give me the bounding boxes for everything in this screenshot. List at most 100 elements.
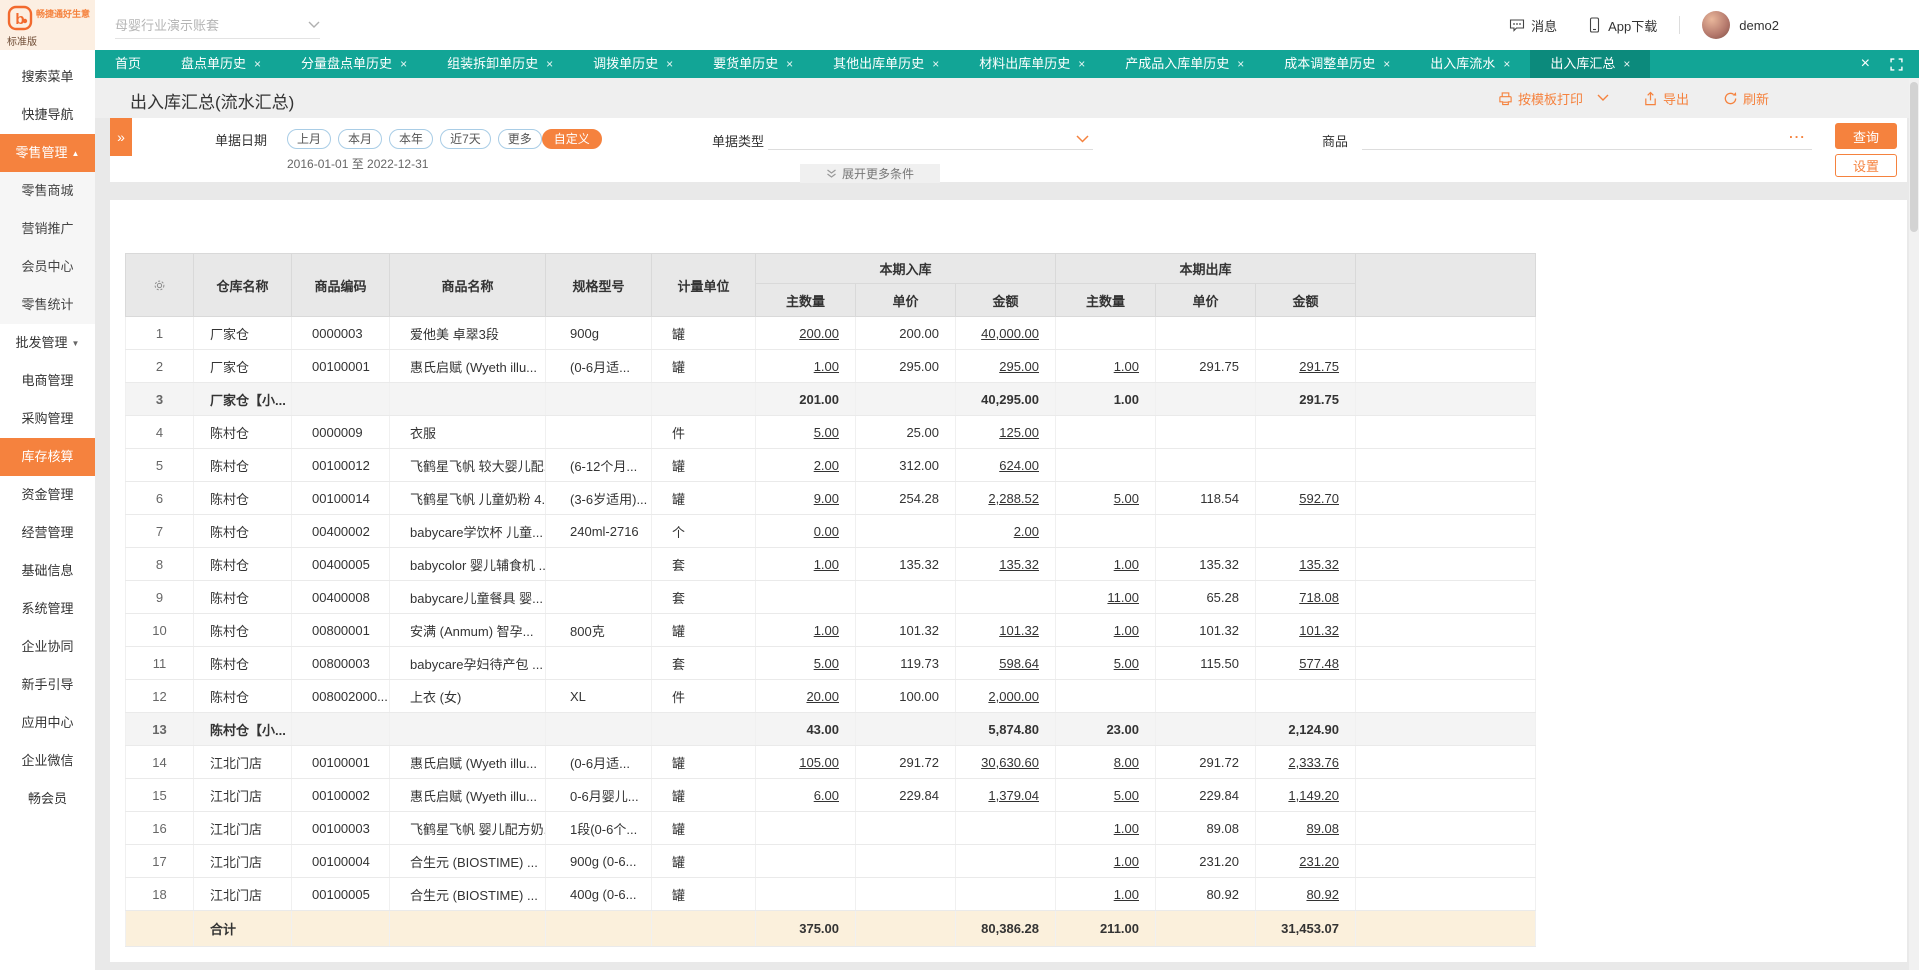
drilldown-link[interactable]: 125.00 [999,424,1039,440]
app-download-button[interactable]: App下载 [1587,16,1657,35]
tab-1[interactable]: 盘点单历史 × [161,50,281,78]
tab-6[interactable]: 其他出库单历史 × [813,50,959,78]
drilldown-link[interactable]: 5.00 [813,424,839,440]
sidebar-item-13[interactable]: 基础信息 [0,552,95,590]
sidebar-item-4[interactable]: 营销推广 [0,210,95,248]
date-pill-1[interactable]: 本月 [338,129,383,149]
tab-close-icon[interactable]: × [1237,57,1245,71]
tab-3[interactable]: 组装拆卸单历史 × [427,50,573,78]
tab-5[interactable]: 要货单历史 × [693,50,813,78]
drilldown-link[interactable]: 1,379.04 [988,787,1039,803]
drilldown-link[interactable]: 80.92 [1306,886,1339,902]
drilldown-link[interactable]: 1.00 [1113,820,1139,836]
drilldown-link[interactable]: 40,000.00 [981,325,1039,341]
messages-button[interactable]: 消息 [1509,16,1557,35]
drilldown-link[interactable]: 200.00 [799,325,839,341]
drilldown-link[interactable]: 2,000.00 [988,688,1039,704]
sidebar-item-2[interactable]: 零售管理 ▲ [0,134,95,172]
drilldown-link[interactable]: 1.00 [1113,853,1139,869]
fullscreen-icon[interactable] [1890,57,1903,71]
drilldown-link[interactable]: 5.00 [1113,490,1139,506]
product-input[interactable]: ... [1362,126,1812,150]
drilldown-link[interactable]: 1.00 [1113,886,1139,902]
tab-8[interactable]: 产成品入库单历史 × [1105,50,1264,78]
sidebar-item-18[interactable]: 企业微信 [0,742,95,780]
tab-2[interactable]: 分量盘点单历史 × [281,50,427,78]
drilldown-link[interactable]: 2.00 [1013,523,1039,539]
sidebar-item-15[interactable]: 企业协同 [0,628,95,666]
drilldown-link[interactable]: 1.00 [813,622,839,638]
drilldown-link[interactable]: 135.32 [999,556,1039,572]
drilldown-link[interactable]: 5.00 [813,655,839,671]
drilldown-link[interactable]: 718.08 [1299,589,1339,605]
drilldown-link[interactable]: 1.00 [1113,622,1139,638]
drilldown-link[interactable]: 1,149.20 [1288,787,1339,803]
expand-more-conditions[interactable]: 展开更多条件 [800,164,940,183]
drilldown-link[interactable]: 11.00 [1107,589,1139,605]
drilldown-link[interactable]: 2,333.76 [1288,754,1339,770]
tab-close-icon[interactable]: × [546,57,554,71]
account-select[interactable]: 母婴行业演示账套 [115,11,320,39]
tab-close-icon[interactable]: × [666,57,674,71]
sidebar-item-3[interactable]: 零售商城 [0,172,95,210]
settings-button[interactable]: 设置 [1835,154,1897,177]
drilldown-link[interactable]: 0.00 [813,523,839,539]
tab-10[interactable]: 出入库流水 × [1410,50,1530,78]
drilldown-link[interactable]: 101.32 [999,622,1039,638]
drilldown-link[interactable]: 1.00 [813,556,839,572]
drilldown-link[interactable]: 101.32 [1299,622,1339,638]
app-logo[interactable]: b 畅捷通好生意 标准版 [0,0,95,50]
drilldown-link[interactable]: 20.00 [806,688,839,704]
date-pill-3[interactable]: 近7天 [440,129,491,149]
username[interactable]: demo2 [1739,17,1779,33]
refresh-button[interactable]: 刷新 [1723,89,1769,108]
drilldown-link[interactable]: 89.08 [1306,820,1339,836]
date-pill-2[interactable]: 本年 [389,129,434,149]
tab-close-icon[interactable]: × [1623,57,1631,71]
sidebar-item-14[interactable]: 系统管理 [0,590,95,628]
tab-4[interactable]: 调拨单历史 × [573,50,693,78]
sidebar-item-16[interactable]: 新手引导 [0,666,95,704]
drilldown-link[interactable]: 295.00 [999,358,1039,374]
tab-close-icon[interactable]: × [786,57,794,71]
sidebar-item-1[interactable]: 快捷导航 [0,96,95,134]
drilldown-link[interactable]: 6.00 [813,787,839,803]
sidebar-item-12[interactable]: 经营管理 [0,514,95,552]
sidebar-item-0[interactable]: 搜索菜单 [0,58,95,96]
tab-close-icon[interactable]: × [1383,57,1391,71]
drilldown-link[interactable]: 624.00 [999,457,1039,473]
tab-close-icon[interactable]: × [1503,57,1511,71]
drilldown-link[interactable]: 5.00 [1113,655,1139,671]
tab-close-icon[interactable]: × [400,57,408,71]
drilldown-link[interactable]: 9.00 [813,490,839,506]
drilldown-link[interactable]: 577.48 [1299,655,1339,671]
drilldown-link[interactable]: 8.00 [1113,754,1139,770]
tab-0[interactable]: 首页 [95,50,161,78]
doc-type-select[interactable] [768,126,1093,150]
print-by-template-button[interactable]: 按模板打印 [1498,89,1583,108]
sidebar-item-8[interactable]: 电商管理 [0,362,95,400]
drilldown-link[interactable]: 5.00 [1113,787,1139,803]
drilldown-link[interactable]: 30,630.60 [981,754,1039,770]
drilldown-link[interactable]: 592.70 [1299,490,1339,506]
sidebar-item-9[interactable]: 采购管理 [0,400,95,438]
collapse-filter-button[interactable]: » [110,118,132,156]
drilldown-link[interactable]: 1.00 [813,358,839,374]
drilldown-link[interactable]: 1.00 [1113,358,1139,374]
sidebar-item-6[interactable]: 零售统计 [0,286,95,324]
date-range-value[interactable]: 2016-01-01 至 2022-12-31 [287,157,429,171]
sidebar-item-19[interactable]: 畅会员 [0,780,95,818]
avatar[interactable] [1702,11,1731,39]
close-all-tabs-icon[interactable]: × [1860,55,1870,72]
chevron-down-icon[interactable] [1597,94,1609,102]
tab-11[interactable]: 出入库汇总 × [1530,50,1651,78]
drilldown-link[interactable]: 2,288.52 [988,490,1039,506]
drilldown-link[interactable]: 598.64 [999,655,1039,671]
drilldown-link[interactable]: 1.00 [1113,556,1139,572]
export-button[interactable]: 导出 [1643,89,1689,108]
sidebar-item-7[interactable]: 批发管理 ▼ [0,324,95,362]
sidebar-item-17[interactable]: 应用中心 [0,704,95,742]
drilldown-link[interactable]: 135.32 [1299,556,1339,572]
vertical-scrollbar[interactable] [1909,78,1919,970]
scrollbar-thumb[interactable] [1910,82,1918,232]
